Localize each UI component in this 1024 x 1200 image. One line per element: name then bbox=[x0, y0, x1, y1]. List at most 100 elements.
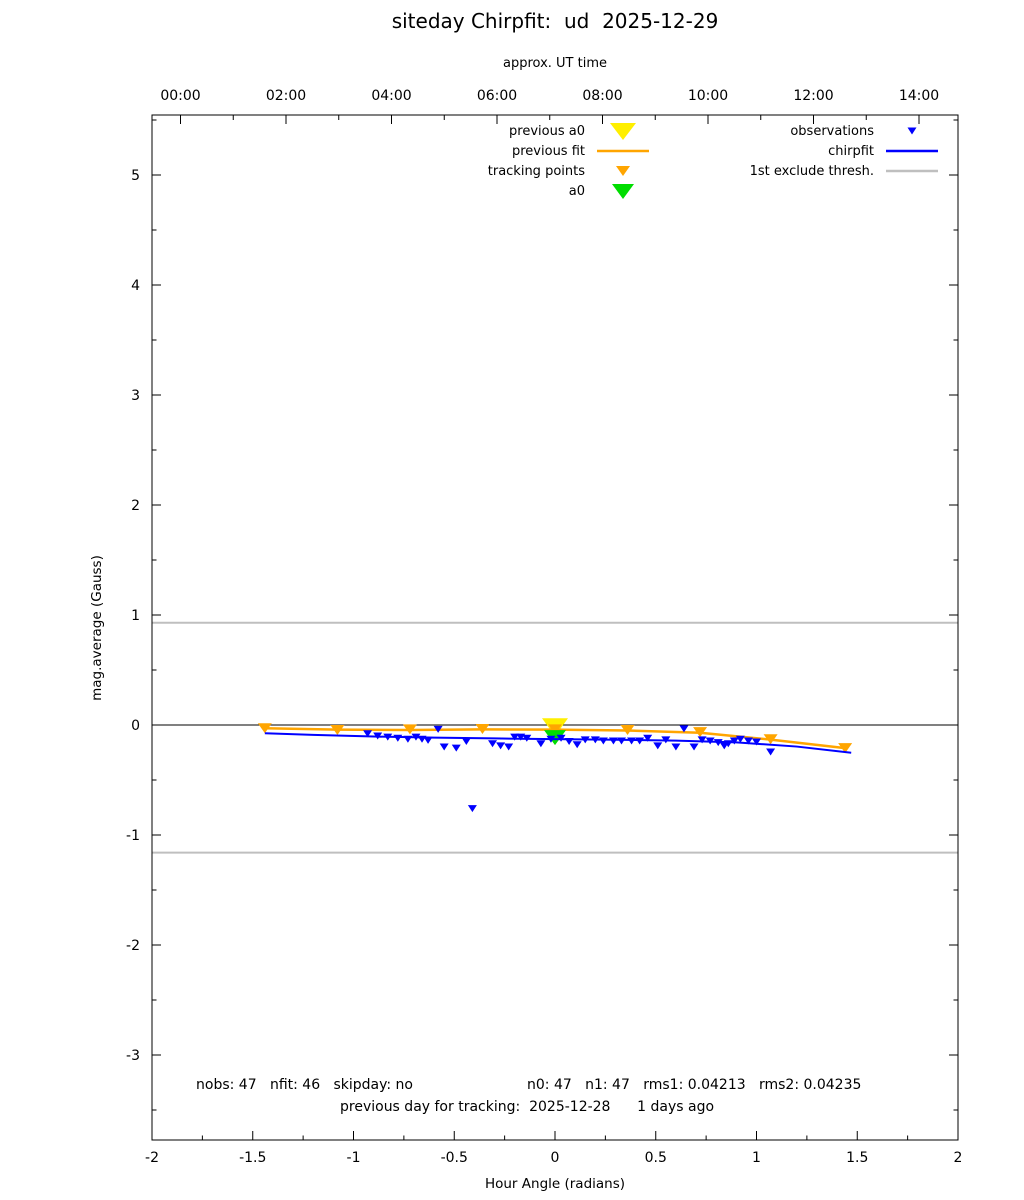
left-tick-label: -1 bbox=[126, 828, 140, 844]
observation-point bbox=[439, 743, 449, 751]
legend-key bbox=[886, 149, 938, 153]
legend-key-box bbox=[595, 181, 651, 201]
bottom-tick-label: 1 bbox=[752, 1150, 761, 1166]
observation-point bbox=[373, 732, 383, 740]
observation-point bbox=[572, 741, 582, 749]
observation-point bbox=[661, 736, 671, 744]
observation-point bbox=[671, 743, 681, 751]
tracking-point bbox=[257, 723, 272, 734]
observation-point bbox=[643, 734, 653, 742]
left-tick-label: 1 bbox=[131, 608, 140, 624]
stats-line1-right: n0: 47 n1: 47 rms1: 0.04213 rms2: 0.0423… bbox=[527, 1077, 862, 1093]
observation-point bbox=[403, 735, 413, 743]
stats-line2: previous day for tracking: 2025-12-28 1 … bbox=[340, 1099, 715, 1115]
legend-label: observations bbox=[790, 123, 874, 139]
bottom-tick-label: -2 bbox=[145, 1150, 159, 1166]
legend-label: previous fit bbox=[512, 143, 585, 159]
legend-label: tracking points bbox=[487, 163, 585, 179]
legend-item: chirpfit bbox=[828, 141, 940, 161]
legend-key bbox=[616, 166, 630, 176]
left-tick-label: 2 bbox=[131, 498, 140, 514]
legend-item: a0 bbox=[569, 181, 651, 201]
tracking-point bbox=[763, 734, 778, 745]
legend-key bbox=[597, 149, 649, 153]
bottom-tick-label: -0.5 bbox=[441, 1150, 468, 1166]
observation-point bbox=[608, 737, 618, 745]
legend-key-box bbox=[884, 141, 940, 161]
bottom-tick-label: 0.5 bbox=[645, 1150, 667, 1166]
observation-point bbox=[411, 733, 421, 741]
legend-key-box bbox=[595, 121, 651, 141]
bottom-tick-label: -1 bbox=[347, 1150, 361, 1166]
observation-point bbox=[723, 740, 733, 748]
observation-point bbox=[423, 736, 433, 744]
tracking-point bbox=[402, 724, 417, 735]
observation-point bbox=[536, 740, 546, 748]
legend-item: tracking points bbox=[488, 161, 651, 181]
observation-point bbox=[616, 737, 626, 745]
observation-point bbox=[363, 730, 373, 738]
observation-point bbox=[635, 737, 645, 745]
tracking-point bbox=[475, 723, 490, 734]
observation-point bbox=[689, 743, 699, 751]
tracking-point bbox=[330, 724, 345, 735]
bottom-tick-label: 1.5 bbox=[846, 1150, 868, 1166]
observation-point bbox=[752, 738, 761, 746]
legend-item: 1st exclude thresh. bbox=[750, 161, 940, 181]
observation-point bbox=[496, 742, 506, 750]
top-tick-label: 02:00 bbox=[266, 88, 306, 104]
observation-point bbox=[467, 805, 477, 813]
observation-point bbox=[705, 737, 715, 745]
legend-triangle-icon bbox=[610, 123, 636, 140]
observation-point bbox=[713, 739, 723, 747]
left-tick-label: 0 bbox=[131, 718, 140, 734]
legend-item: previous fit bbox=[512, 141, 651, 161]
stats-line1-left: nobs: 47 nfit: 46 skipday: no bbox=[196, 1077, 413, 1093]
legend-key bbox=[907, 127, 917, 135]
observation-point bbox=[383, 733, 393, 741]
left-tick-label: 3 bbox=[131, 388, 140, 404]
top-axis-label: approx. UT time bbox=[503, 56, 607, 71]
observation-point bbox=[564, 738, 574, 745]
top-tick-label: 08:00 bbox=[582, 88, 622, 104]
observation-point bbox=[766, 748, 776, 756]
observation-point bbox=[729, 737, 739, 745]
chart-title: siteday Chirpfit: ud 2025-12-29 bbox=[391, 9, 719, 33]
legend-item: previous a0 bbox=[509, 121, 651, 141]
observation-point bbox=[590, 736, 600, 744]
observation-point bbox=[627, 737, 637, 745]
observation-point bbox=[697, 736, 707, 744]
legend-triangle-icon bbox=[907, 127, 917, 135]
left-tick-label: 4 bbox=[131, 278, 140, 294]
observation-point bbox=[743, 737, 753, 745]
left-tick-label: 5 bbox=[131, 168, 140, 184]
observation-point bbox=[510, 733, 520, 741]
legend-key-box bbox=[595, 141, 651, 161]
observation-point bbox=[653, 742, 663, 750]
left-tick-label: -3 bbox=[126, 1048, 140, 1064]
plot-border bbox=[151, 114, 959, 1141]
observation-point bbox=[451, 744, 461, 752]
legend-key-box bbox=[884, 161, 940, 181]
observation-point bbox=[556, 734, 566, 742]
top-tick-label: 00:00 bbox=[160, 88, 200, 104]
observation-point bbox=[433, 725, 443, 733]
tracking-point bbox=[693, 727, 708, 738]
legend-key-box bbox=[595, 161, 651, 181]
legend-key-box bbox=[884, 121, 940, 141]
observation-point bbox=[393, 734, 403, 742]
left-tick-label: -2 bbox=[126, 938, 140, 954]
tracking-point bbox=[838, 743, 853, 754]
legend-label: a0 bbox=[568, 183, 585, 199]
tracking-point bbox=[620, 724, 635, 735]
legend-label: 1st exclude thresh. bbox=[749, 163, 874, 179]
legend-label: previous a0 bbox=[509, 123, 585, 139]
observation-point bbox=[522, 734, 532, 742]
observation-point bbox=[461, 738, 471, 745]
top-tick-label: 04:00 bbox=[371, 88, 411, 104]
top-tick-label: 12:00 bbox=[793, 88, 833, 104]
tracking-point bbox=[548, 724, 562, 735]
bottom-tick-label: 0 bbox=[551, 1150, 560, 1166]
